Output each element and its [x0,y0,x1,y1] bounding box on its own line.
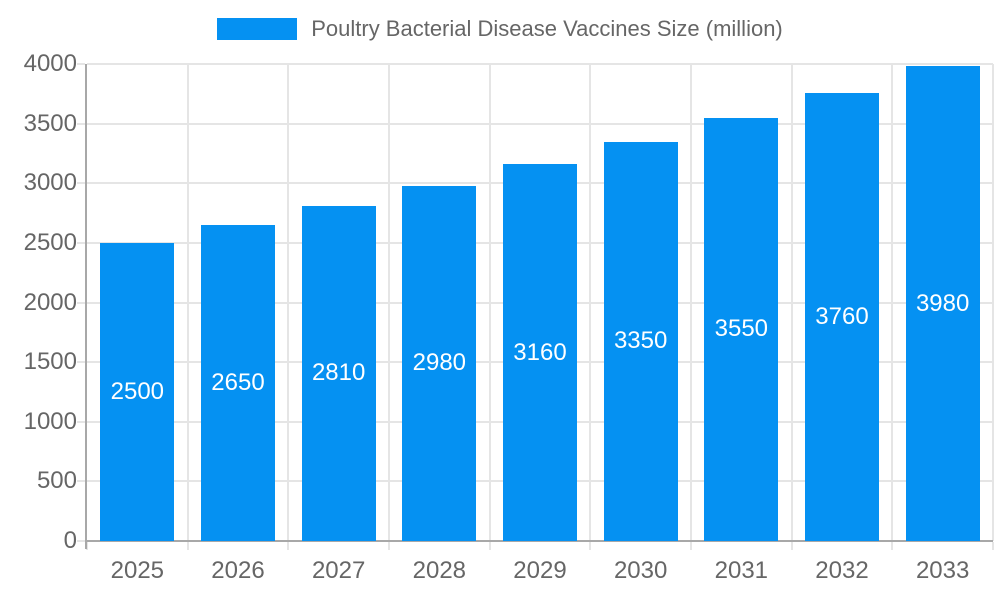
gridline-vertical [287,64,290,541]
y-axis-tick-label: 2500 [23,228,77,256]
y-axis-tick [77,182,85,185]
y-axis-tick [77,241,85,244]
y-axis-tick-label: 1500 [23,348,77,376]
x-axis-category-label: 2026 [211,557,265,584]
x-axis-tick [488,542,491,550]
gridline-vertical [589,64,592,541]
bar-value-label: 2810 [311,359,366,387]
legend-swatch-icon [217,18,298,40]
x-axis-category-label: 2030 [613,557,668,584]
bar-value-label: 3980 [915,289,970,317]
bar [805,92,879,541]
y-axis-tick [77,480,85,483]
x-axis-tick [992,542,994,550]
bar-value-label: 3550 [714,315,769,343]
x-axis-tick [589,542,592,550]
y-axis-tick [77,122,85,125]
x-axis-category-label: 2033 [915,557,970,584]
gridline-vertical [186,64,189,541]
y-axis-tick [77,301,85,304]
x-axis-category-label: 2031 [714,557,769,584]
y-axis-tick-label: 4000 [23,50,77,77]
x-axis-category-label: 2029 [513,557,567,584]
y-axis-tick-label: 1000 [23,407,77,435]
legend-item[interactable]: Poultry Bacterial Disease Vaccines Size … [217,16,783,42]
x-axis-line [85,540,993,542]
x-axis-category-label: 2032 [815,557,869,584]
x-axis-tick [388,542,390,550]
x-axis-tick [186,542,189,550]
y-axis-tick-label: 3000 [23,169,77,197]
gridline-vertical [690,64,692,541]
bar [503,164,577,541]
gridline-vertical [891,64,894,541]
y-axis-tick-label: 2000 [23,288,77,316]
y-axis-tick-label: 500 [36,467,77,495]
y-axis-tick [77,420,85,423]
x-axis-category-label: 2027 [311,557,366,584]
gridline-vertical [992,64,994,541]
y-axis-tick-label: 0 [63,527,77,554]
bar [301,205,376,541]
x-axis-category-label: 2025 [110,557,165,584]
bar-value-label: 2650 [211,368,265,396]
bar [402,185,477,541]
y-axis-tick [77,63,85,65]
bar-value-label: 2980 [412,349,467,377]
gridline-vertical [790,64,793,541]
y-axis-tick [77,540,85,542]
x-axis-tick [86,542,88,550]
bar-value-label: 3760 [815,302,869,330]
legend-label: Poultry Bacterial Disease Vaccines Size … [311,16,783,41]
bar [905,66,980,541]
gridline-vertical [388,64,390,541]
y-axis-tick-label: 3500 [23,109,77,137]
bar [100,242,175,541]
y-axis-line [85,64,87,549]
legend: Poultry Bacterial Disease Vaccines Size … [0,16,1000,42]
bar-value-label: 3160 [513,338,567,366]
x-axis-tick [690,542,692,550]
x-axis-tick [287,542,290,550]
gridline-vertical [488,64,491,541]
bar [201,224,275,541]
x-axis-category-label: 2028 [412,557,467,584]
bar-value-label: 2500 [110,377,165,405]
gridline-horizontal [87,122,993,125]
gridline-horizontal [87,63,993,65]
bar [704,117,779,541]
x-axis-tick [891,542,894,550]
bar [603,141,678,541]
y-axis-tick [77,361,85,364]
x-axis-tick [790,542,793,550]
bar-value-label: 3350 [613,327,668,355]
